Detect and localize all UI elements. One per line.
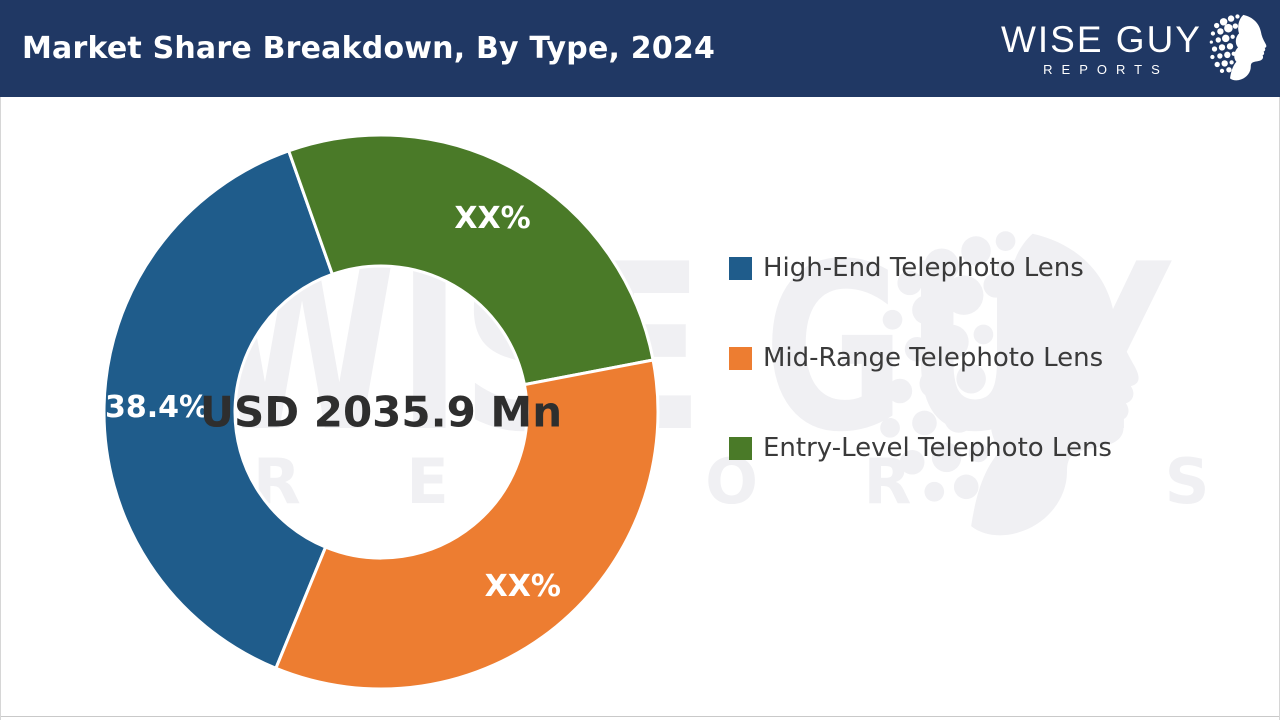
donut-center-value: USD 2035.9 Mn: [200, 388, 562, 437]
logo-reports-label: REPORTS: [1043, 61, 1169, 77]
legend-label-2: Entry-Level Telephoto Lens: [763, 433, 1112, 463]
wise-guy-logo: WISE GUY REPORTS: [1001, 5, 1270, 93]
page-title: Market Share Breakdown, By Type, 2024: [22, 31, 716, 66]
donut-slice-1: [287, 133, 655, 387]
chart-canvas: WISE GUY R E P O R T S 38.4% XX% XX% USD 20…: [0, 97, 1280, 720]
chart-legend: High-End Telephoto Lens Mid-Range Telepho…: [729, 245, 1112, 515]
legend-swatch-0: [729, 256, 752, 280]
legend-item-2: Entry-Level Telephoto Lens: [729, 425, 1112, 471]
legend-swatch-1: [729, 346, 752, 370]
slice-label-0: 38.4%: [105, 390, 209, 425]
legend-item-1: Mid-Range Telephoto Lens: [729, 335, 1112, 381]
slice-label-2: XX%: [485, 569, 561, 604]
legend-label-0: High-End Telephoto Lens: [763, 253, 1084, 283]
legend-item-0: High-End Telephoto Lens: [729, 245, 1112, 291]
header-bar: Market Share Breakdown, By Type, 2024 WI…: [0, 0, 1280, 97]
donut-slice-2: [274, 358, 660, 691]
logo-wordmark: WISE GUY: [1000, 19, 1202, 61]
bottom-divider: [1, 716, 1279, 717]
logo-head-icon: [1209, 14, 1267, 81]
donut-slice-0: [102, 149, 334, 670]
legend-label-1: Mid-Range Telephoto Lens: [763, 343, 1104, 373]
donut-chart: 38.4% XX% XX% USD 2035.9 Mn: [102, 133, 660, 691]
slice-label-1: XX%: [454, 201, 530, 236]
legend-swatch-2: [729, 436, 752, 460]
